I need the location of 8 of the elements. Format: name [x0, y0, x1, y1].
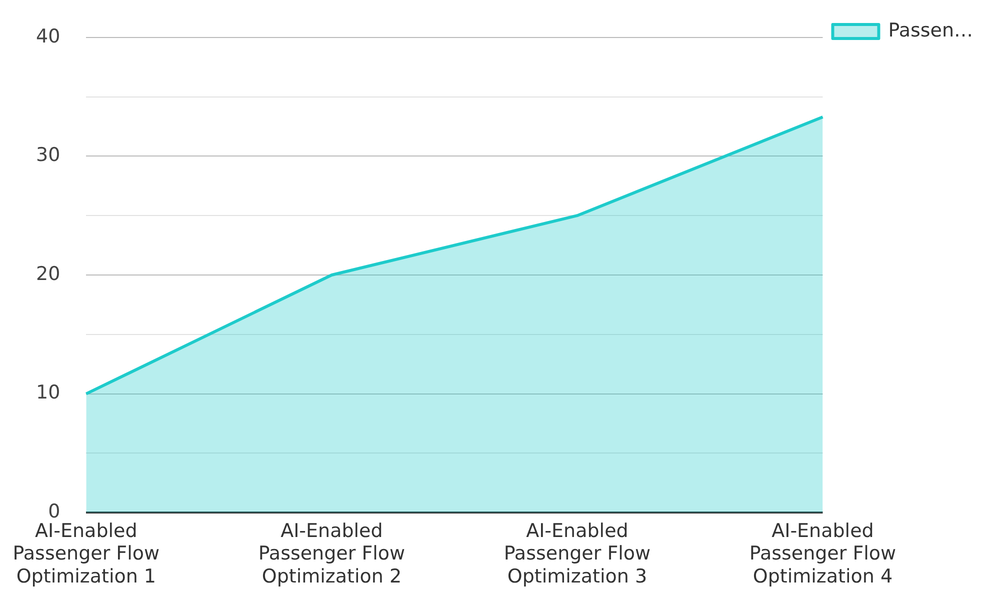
y-tick-label: 40 — [36, 25, 60, 48]
x-tick-label: AI-Enabled Passenger Flow Optimization 3 — [504, 520, 651, 588]
x-tick-label: AI-Enabled Passenger Flow Optimization 2 — [258, 520, 406, 588]
y-tick-label: 20 — [36, 262, 60, 285]
y-tick-label: 10 — [36, 382, 60, 404]
x-tick-label: AI-Enabled Passenger Flow Optimization 4 — [749, 520, 896, 588]
y-tick-label: 30 — [36, 144, 60, 166]
legend-label: Passen… — [888, 19, 974, 42]
